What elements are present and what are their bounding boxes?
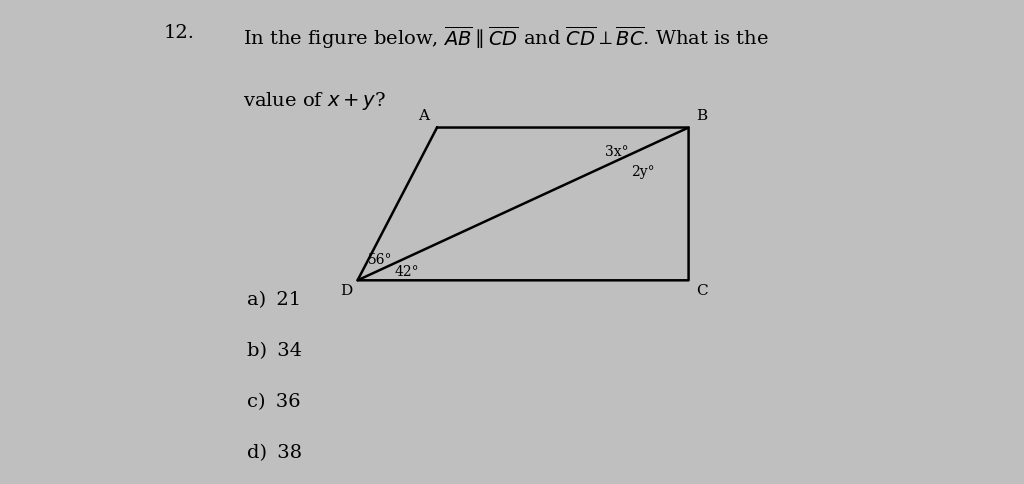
Text: a)   21: a) 21: [247, 290, 301, 308]
Text: value of $x + y$?: value of $x + y$?: [243, 90, 386, 111]
Text: In the figure below, $\overline{AB} \parallel \overline{CD}$ and $\overline{CD} : In the figure below, $\overline{AB} \par…: [243, 24, 769, 51]
Text: C: C: [696, 283, 709, 297]
Text: d)   38: d) 38: [247, 443, 302, 461]
Text: 12.: 12.: [164, 24, 195, 42]
Text: c)   36: c) 36: [247, 392, 301, 410]
Text: D: D: [341, 283, 353, 297]
Text: 3x°: 3x°: [605, 145, 629, 159]
Text: B: B: [696, 109, 708, 123]
Text: 2y°: 2y°: [631, 165, 654, 179]
Text: A: A: [418, 109, 429, 123]
Text: b)   34: b) 34: [247, 341, 302, 359]
Text: 42°: 42°: [394, 264, 419, 278]
Text: 56°: 56°: [369, 252, 392, 266]
